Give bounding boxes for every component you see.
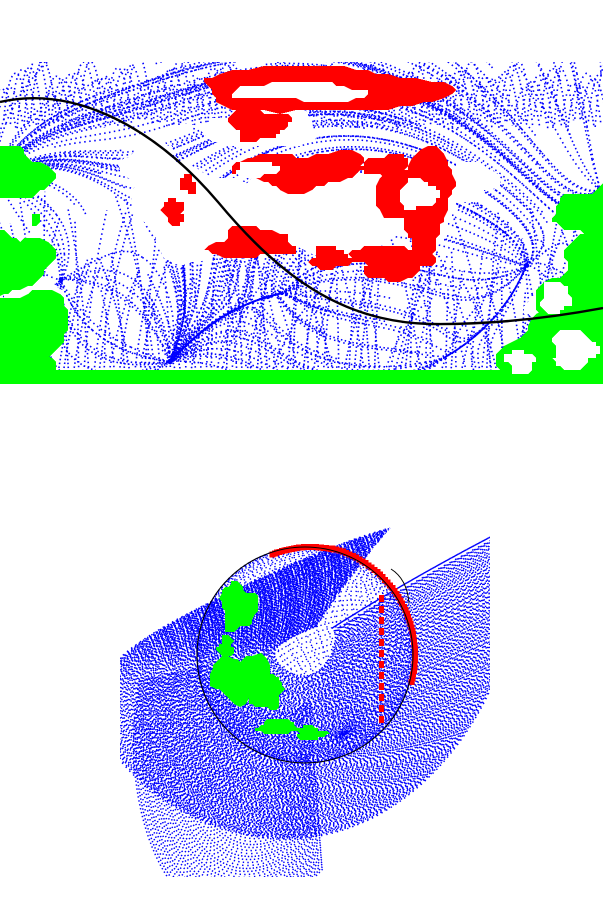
equirectangular-panel — [0, 62, 603, 384]
sphere-notch — [390, 568, 410, 604]
region-group — [210, 544, 418, 740]
separatrix-group — [0, 97, 603, 326]
green-region-group — [0, 146, 603, 384]
oblique-sphere-panel — [120, 425, 490, 877]
sphere-outline-group — [196, 546, 414, 764]
oblique-sphere-plot-svg — [120, 425, 490, 877]
separatrix-curve — [0, 97, 603, 326]
red-region-group — [160, 66, 456, 282]
red-limb-arc — [269, 544, 418, 723]
sphere-limb — [196, 546, 414, 764]
equirectangular-plot-svg — [0, 62, 603, 384]
